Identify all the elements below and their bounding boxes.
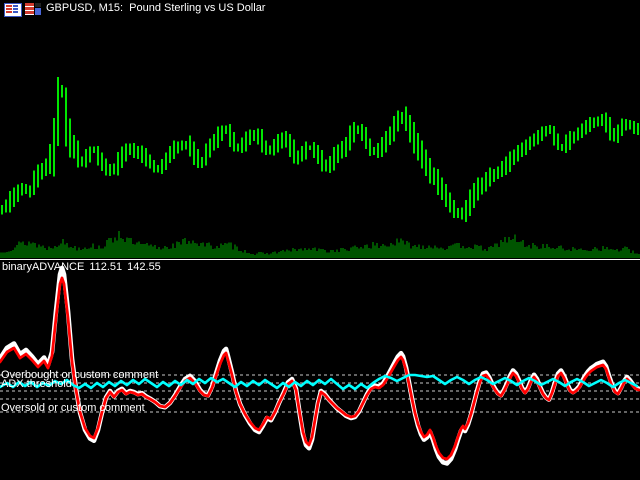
chart-window-icon-dark xyxy=(35,3,41,7)
indicator-label: binaryADVANCE 112.51 142.55 xyxy=(2,261,166,273)
market-watch-icon-right xyxy=(13,5,18,13)
market-watch-icon-left xyxy=(6,5,12,13)
chart-window-icon[interactable] xyxy=(25,3,41,15)
indicator-value-2: 142.55 xyxy=(127,261,161,273)
overbought-comment: Overbought or custom comment xyxy=(1,369,159,381)
chart-window-icon-blue xyxy=(35,8,41,15)
subwindow-separator[interactable] xyxy=(0,259,640,260)
oversold-comment: Oversold or custom comment xyxy=(1,402,145,414)
adx-threshold-comment: ADX threshold xyxy=(1,378,72,390)
chart-titlebar: GBPUSD, M15: Pound Sterling vs US Dollar xyxy=(0,0,640,18)
chart-window-icon-red xyxy=(25,3,34,15)
indicator-name: binaryADVANCE xyxy=(2,261,85,273)
market-watch-icon[interactable] xyxy=(4,3,22,17)
chart-title: GBPUSD, M15: Pound Sterling vs US Dollar xyxy=(46,2,266,14)
indicator-value-1: 112.51 xyxy=(89,261,123,273)
